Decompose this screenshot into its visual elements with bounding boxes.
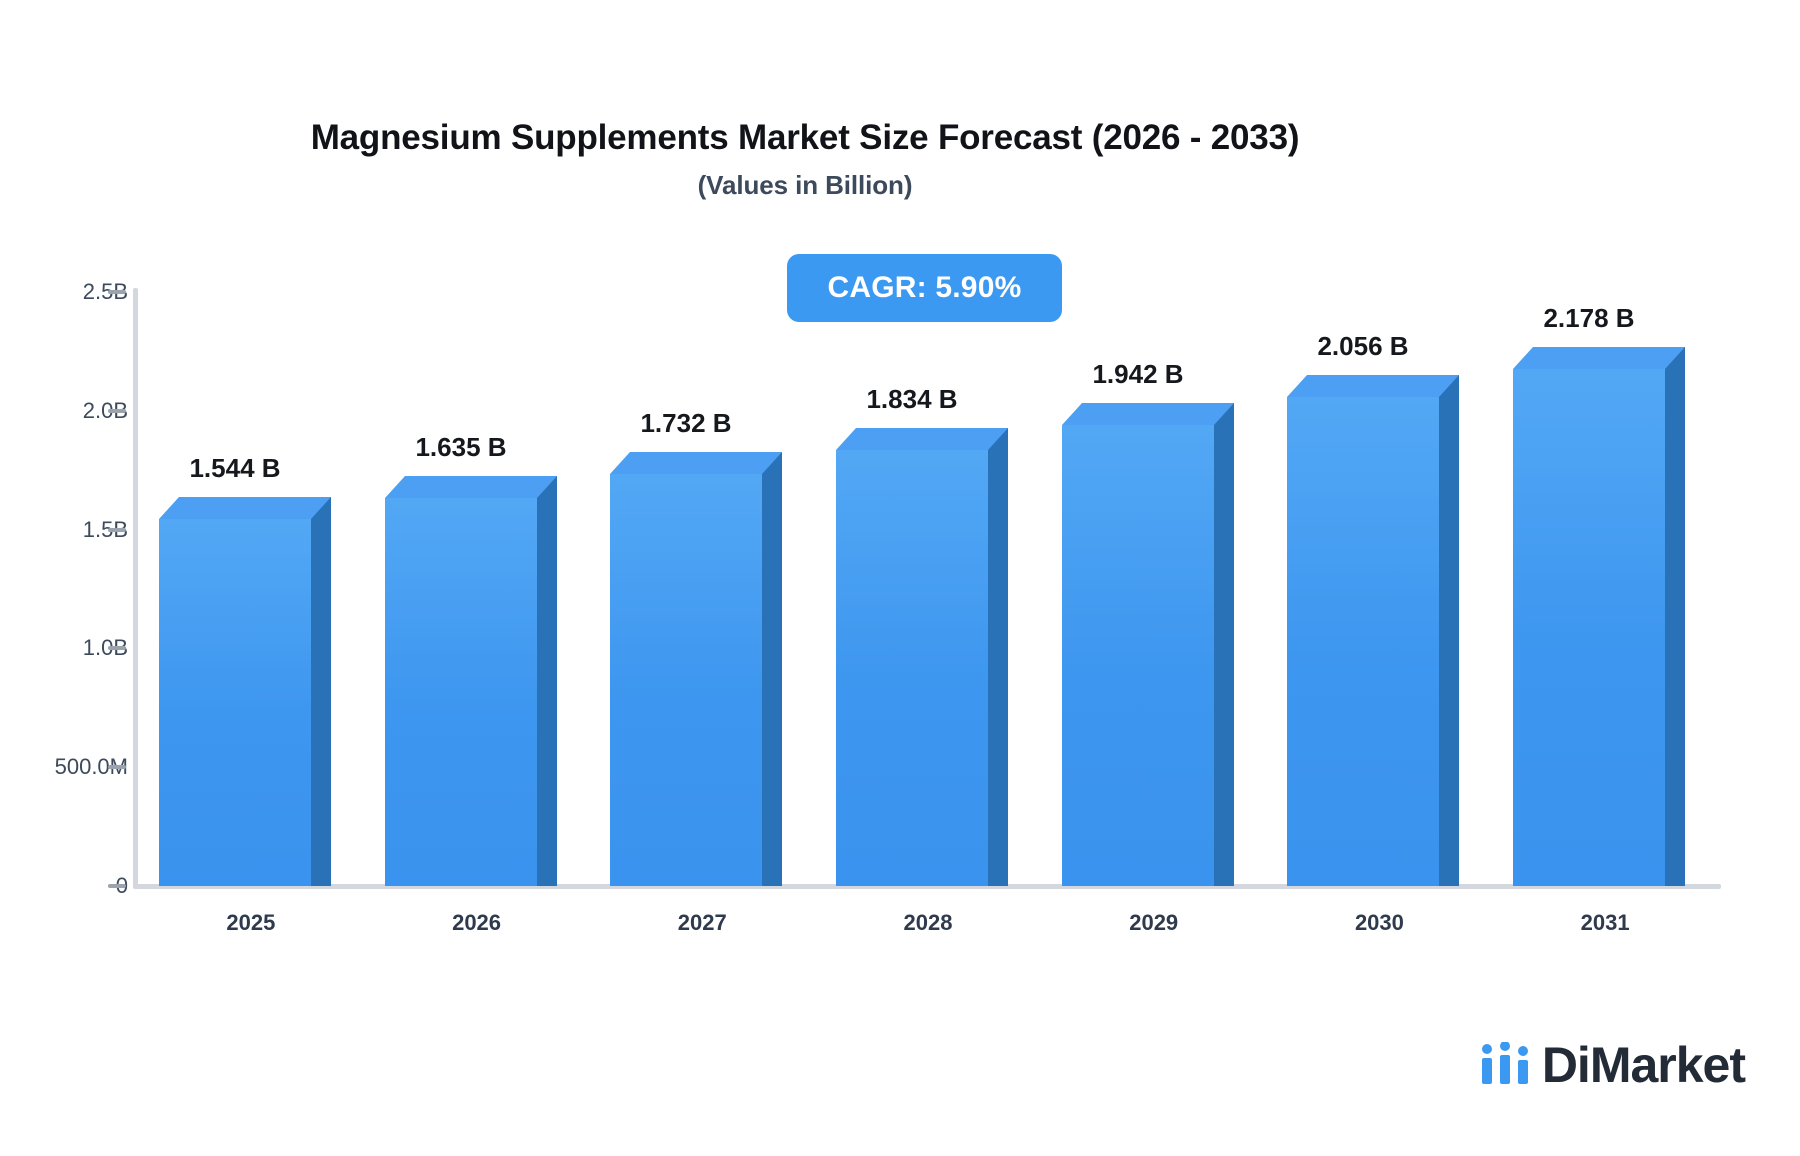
y-axis-tick-mark <box>108 646 126 651</box>
bar-front-face <box>385 497 537 886</box>
bar-top-face <box>1287 375 1459 398</box>
bar-front-face <box>159 519 311 886</box>
bar-side-face <box>537 475 557 886</box>
y-axis-line <box>133 288 138 888</box>
bar-top-face <box>1513 346 1685 369</box>
y-axis-tick-mark <box>108 290 126 294</box>
x-axis-tick-label: 2027 <box>677 910 727 935</box>
bar-top-face <box>159 497 331 520</box>
bar-top-face <box>836 428 1008 451</box>
bar <box>836 428 1008 886</box>
logo-text: DiMarket <box>1541 1037 1746 1093</box>
bar-value-label: 1.942 B <box>1092 358 1184 389</box>
bar-side-face <box>988 428 1008 886</box>
bar <box>1062 402 1234 886</box>
y-axis-tick-mark <box>108 408 126 413</box>
bar-side-face <box>311 497 331 886</box>
x-axis-line <box>133 884 1721 889</box>
y-axis-tick-mark <box>108 765 126 770</box>
bar-value-label: 1.732 B <box>640 408 732 439</box>
cagr-badge: CAGR: 5.90% <box>787 254 1062 322</box>
bar-value-label: 2.178 B <box>1543 302 1635 333</box>
bar-chart-icon <box>1480 1040 1532 1089</box>
bar <box>1513 346 1685 886</box>
bar-side-face <box>1439 375 1459 886</box>
bar-value-label: 2.056 B <box>1317 331 1409 362</box>
bar-side-face <box>762 452 782 886</box>
bar-side-face <box>1214 402 1234 886</box>
x-axis-tick-label: 2031 <box>1580 910 1630 935</box>
bar <box>385 475 557 886</box>
x-axis-tick-label: 2025 <box>226 910 276 935</box>
bar-top-face <box>1062 402 1234 425</box>
bar-top-face <box>610 452 782 475</box>
bar-front-face <box>1513 368 1665 886</box>
bar-front-face <box>1287 397 1439 886</box>
bar-top-face <box>385 475 557 498</box>
page-title: Magnesium Supplements Market Size Foreca… <box>310 118 1300 157</box>
bar-front-face <box>1062 424 1214 886</box>
watermark-logo: DiMarket <box>1480 1037 1746 1093</box>
x-axis-tick-label: 2026 <box>452 910 502 935</box>
bar-front-face <box>610 474 762 886</box>
x-axis-tick-label: 2030 <box>1354 910 1404 935</box>
x-axis-tick-label: 2028 <box>903 910 953 935</box>
bar <box>1287 375 1459 886</box>
bar-front-face <box>836 450 988 886</box>
x-axis-tick-label: 2029 <box>1129 910 1179 935</box>
y-axis-tick-mark <box>108 527 126 532</box>
bar <box>159 497 331 886</box>
bar-value-label: 1.834 B <box>866 384 958 415</box>
chart-subtitle: (Values in Billion) <box>697 170 913 200</box>
y-axis-tick-mark <box>108 884 126 888</box>
bar-side-face <box>1665 346 1685 886</box>
bar-value-label: 1.544 B <box>189 453 281 484</box>
bar-value-label: 1.635 B <box>415 431 507 462</box>
bar <box>610 452 782 886</box>
